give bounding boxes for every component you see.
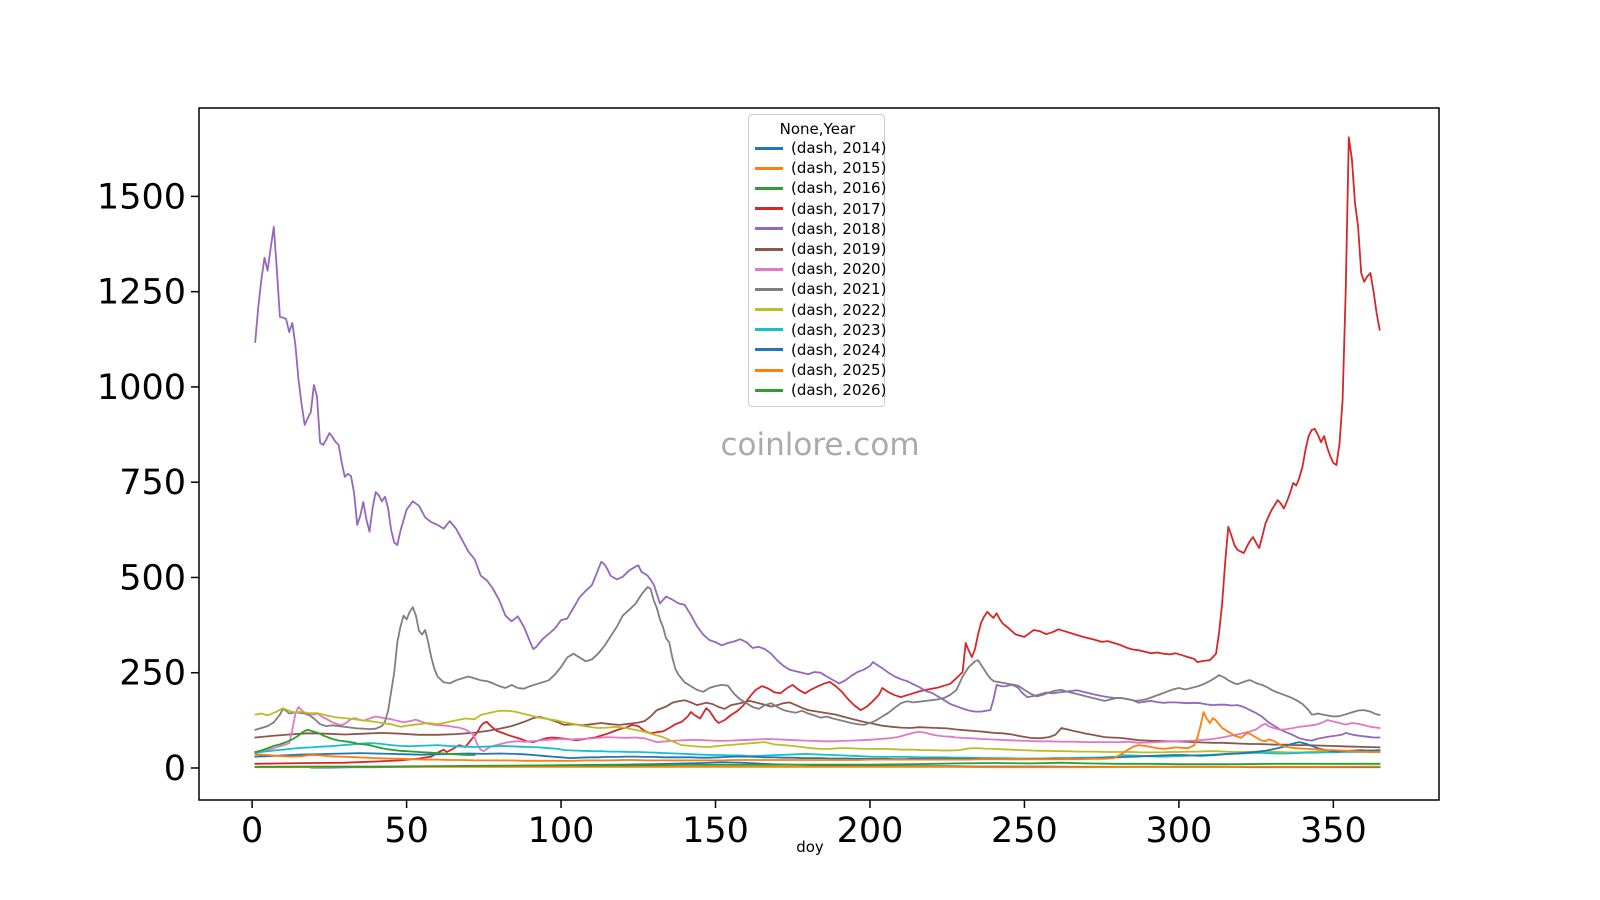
legend-swatch-2022 (755, 308, 783, 312)
x-tick-label: 100 (528, 811, 595, 851)
series-line-2025 (254, 711, 1381, 762)
legend-item-2018: (dash, 2018) (755, 219, 886, 239)
watermark: coinlore.com (720, 427, 919, 463)
legend-label: (dash, 2024) (791, 340, 887, 359)
legend-label: (dash, 2018) (791, 219, 887, 238)
legend-swatch-2025 (755, 368, 783, 372)
legend-swatch-2023 (755, 328, 783, 332)
legend-label: (dash, 2022) (791, 300, 887, 319)
x-axis-label: doy (796, 838, 824, 856)
legend-item-2024: (dash, 2024) (755, 340, 886, 360)
legend-label: (dash, 2016) (791, 179, 887, 198)
legend-item-2026: (dash, 2026) (755, 380, 886, 400)
legend-swatch-2014 (755, 146, 783, 150)
legend-swatch-2020 (755, 267, 783, 271)
legend-item-2021: (dash, 2021) (755, 279, 886, 299)
x-tick-label: 350 (1300, 811, 1367, 851)
legend-label: (dash, 2014) (791, 139, 887, 158)
legend-swatch-2015 (755, 166, 783, 170)
series-line-2026 (254, 729, 476, 756)
x-tick-label: 0 (241, 811, 263, 851)
legend-item-2017: (dash, 2017) (755, 199, 886, 219)
x-tick-label: 300 (1145, 811, 1212, 851)
series-line-2016 (254, 761, 1381, 768)
legend-item-2014: (dash, 2014) (755, 138, 886, 158)
legend-label: (dash, 2017) (791, 199, 887, 218)
legend-label: (dash, 2023) (791, 320, 887, 339)
series-line-2020 (254, 706, 1381, 754)
legend-label: (dash, 2026) (791, 381, 887, 400)
legend-item-2023: (dash, 2023) (755, 320, 886, 340)
legend-label: (dash, 2025) (791, 361, 887, 380)
legend-swatch-2024 (755, 348, 783, 352)
legend-label: (dash, 2019) (791, 240, 887, 259)
legend-swatch-2021 (755, 287, 783, 291)
x-tick-label: 200 (837, 811, 904, 851)
legend-item-2015: (dash, 2015) (755, 158, 886, 178)
y-tick-label: 750 (119, 463, 186, 503)
x-tick-label: 50 (384, 811, 429, 851)
series-line-2022 (254, 707, 1381, 754)
legend-label: (dash, 2020) (791, 260, 887, 279)
legend-title: None,Year (779, 120, 856, 138)
series-line-2021 (254, 586, 1381, 731)
y-tick-label: 1250 (97, 273, 186, 313)
legend-label: (dash, 2015) (791, 159, 887, 178)
legend-item-2019: (dash, 2019) (755, 239, 886, 259)
series-line-2018 (254, 225, 1381, 742)
legend-swatch-2016 (755, 186, 783, 190)
legend-swatch-2019 (755, 247, 783, 251)
y-tick-label: 250 (119, 654, 186, 694)
x-tick-label: 150 (682, 811, 749, 851)
y-tick-label: 500 (119, 558, 186, 598)
legend-item-2020: (dash, 2020) (755, 259, 886, 279)
legend: None,Year (dash, 2014) (dash, 2015) (dash,… (748, 114, 886, 408)
y-tick-label: 1000 (97, 368, 186, 408)
y-tick-label: 0 (164, 749, 186, 789)
legend-items: (dash, 2014) (dash, 2015) (dash, 2016) (das… (755, 138, 886, 400)
legend-swatch-2017 (755, 207, 783, 211)
legend-item-2025: (dash, 2025) (755, 360, 886, 380)
legend-swatch-2018 (755, 227, 783, 231)
legend-label: (dash, 2021) (791, 280, 887, 299)
x-tick-label: 250 (991, 811, 1058, 851)
legend-item-2022: (dash, 2022) (755, 300, 886, 320)
y-tick-label: 1500 (97, 177, 186, 217)
legend-item-2016: (dash, 2016) (755, 178, 886, 198)
legend-swatch-2026 (755, 388, 783, 392)
